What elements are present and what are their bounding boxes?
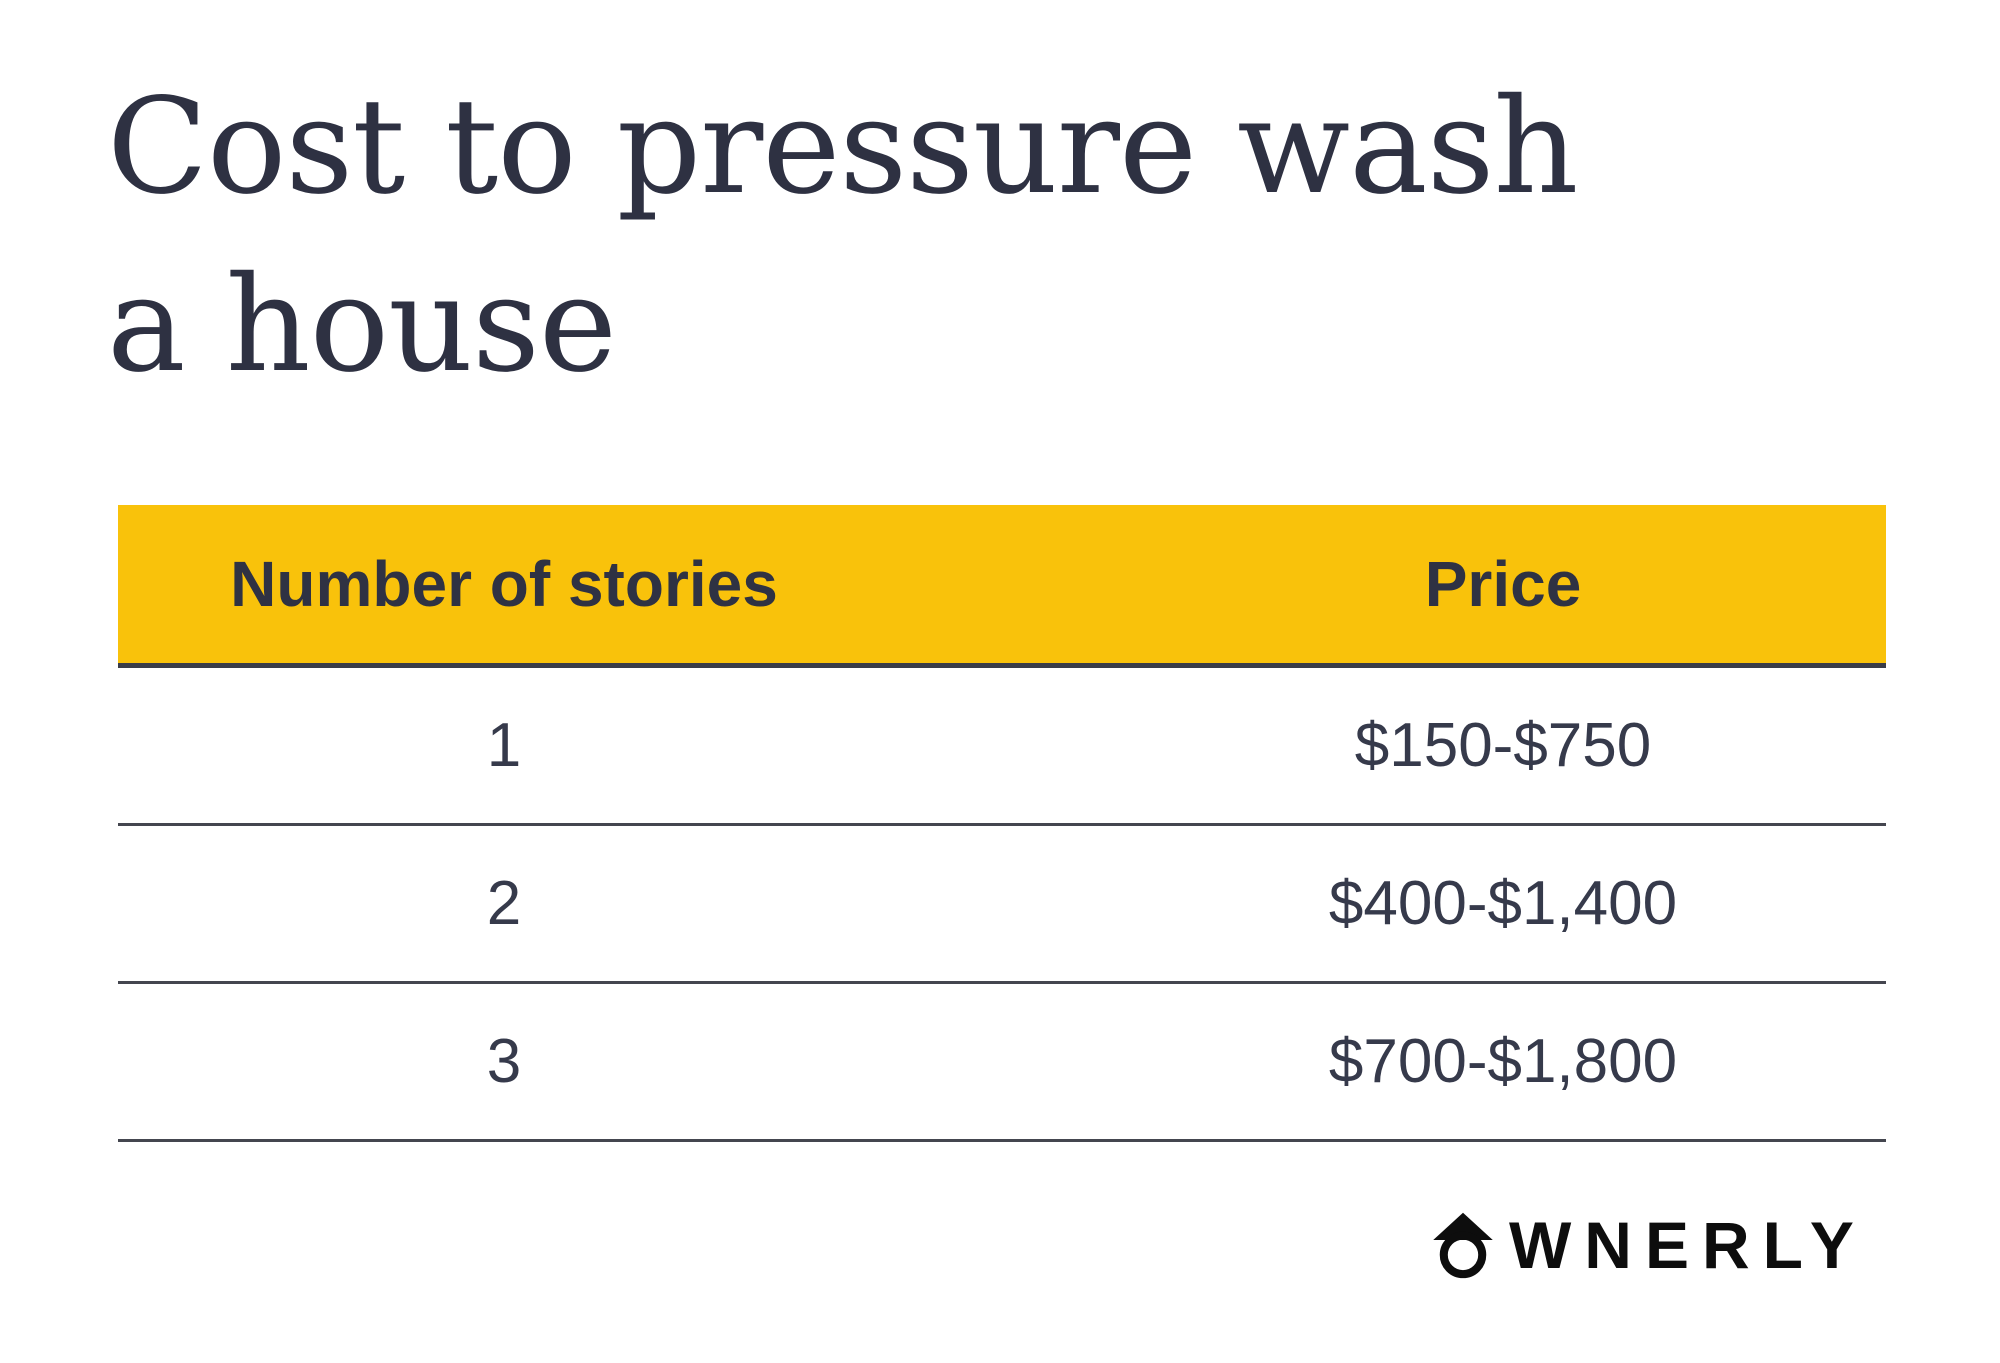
table-row: 3 $700-$1,800 xyxy=(118,984,1886,1142)
pricing-table: Number of stories Price 1 $150-$750 2 $4… xyxy=(118,505,1886,1142)
table-header-row: Number of stories Price xyxy=(118,505,1886,668)
page-title: Cost to pressure wash a house xyxy=(107,58,1579,414)
table-row: 2 $400-$1,400 xyxy=(118,826,1886,984)
table-row: 1 $150-$750 xyxy=(118,668,1886,826)
stories-value: 1 xyxy=(486,711,522,780)
column-header-price: Price xyxy=(1424,548,1582,620)
price-value: $150-$750 xyxy=(1354,711,1652,780)
stories-value: 2 xyxy=(486,869,522,938)
column-header-stories: Number of stories xyxy=(230,548,778,620)
stories-value: 3 xyxy=(486,1027,522,1096)
page-title-line2: a house xyxy=(107,248,617,402)
page-title-line1: Cost to pressure wash xyxy=(107,70,1579,224)
ownerly-logo-text: WNERLY xyxy=(1509,1208,1867,1282)
house-o-icon xyxy=(1433,1212,1493,1279)
price-value: $700-$1,800 xyxy=(1328,1027,1678,1096)
ownerly-logo: WNERLY xyxy=(1432,1210,1867,1280)
price-value: $400-$1,400 xyxy=(1328,869,1678,938)
